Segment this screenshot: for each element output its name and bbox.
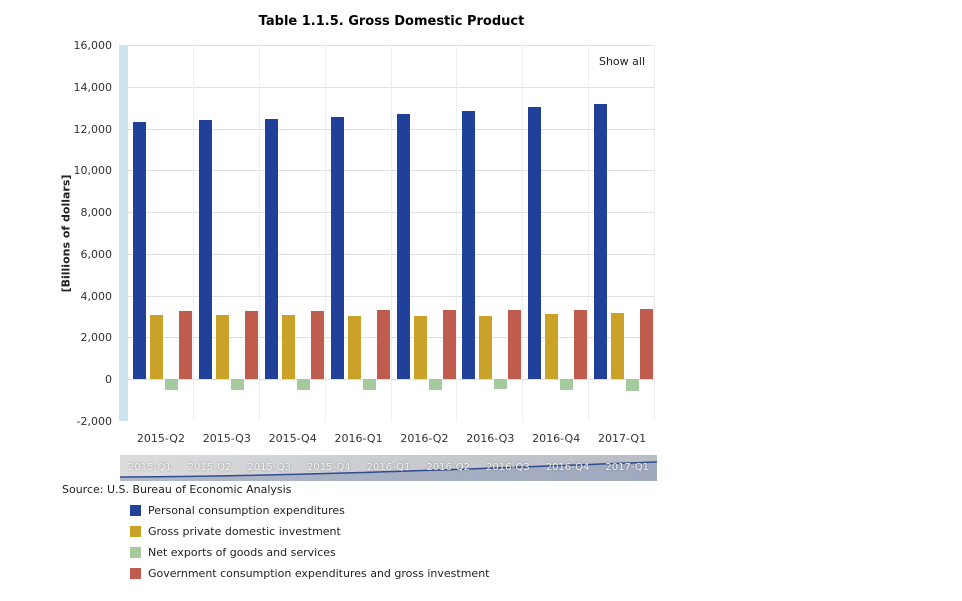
bar-series2-2017-Q1[interactable]: [626, 379, 640, 392]
gridline-vertical: [654, 45, 655, 421]
bar-series2-2016-Q1[interactable]: [362, 379, 376, 390]
navigator-label: 2017-Q1: [605, 462, 650, 473]
navigator-labels: 2015-Q1 2015-Q2 2015-Q3 2015-Q4 2016-Q1 2016-…: [120, 455, 657, 481]
gridline: [128, 253, 655, 255]
legend: Personal consumption expenditures Gross p…: [130, 500, 489, 584]
plot-area: Show all: [128, 45, 655, 421]
gridline: [128, 128, 655, 130]
navigator-label: 2015-Q4: [307, 462, 351, 473]
bar-series1-2017-Q1[interactable]: [611, 313, 625, 380]
legend-swatch: [130, 526, 141, 537]
legend-item-3[interactable]: Government consumption expenditures and …: [130, 563, 489, 584]
x-tick-label: 2015-Q3: [202, 432, 251, 445]
gridline: [128, 337, 655, 339]
legend-swatch: [130, 568, 141, 579]
y-tick-label: 12,000: [73, 122, 113, 136]
x-tick-label: 2016-Q3: [466, 432, 515, 445]
bar-series3-2016-Q1[interactable]: [376, 310, 390, 380]
bar-series2-2015-Q2[interactable]: [165, 379, 178, 390]
gridline: [128, 379, 655, 381]
legend-swatch: [130, 547, 141, 558]
y-tick-label: 6,000: [80, 247, 113, 261]
show-all-button[interactable]: Show all: [598, 55, 645, 68]
legend-label: Gross private domestic investment: [148, 525, 341, 538]
gridline: [128, 295, 655, 297]
bar-series3-2017-Q1[interactable]: [640, 309, 654, 380]
bar-series1-2015-Q3[interactable]: [215, 314, 229, 380]
y-tick-label: 14,000: [73, 80, 113, 94]
bar-series1-2016-Q2[interactable]: [413, 316, 427, 380]
x-tick-label: 2016-Q2: [400, 432, 449, 445]
navigator-label: 2016-Q1: [366, 462, 411, 473]
y-axis-line: [119, 45, 129, 421]
x-tick-label: 2017-Q1: [598, 432, 647, 445]
bar-series2-2016-Q2[interactable]: [428, 379, 442, 390]
navigator-label: 2016-Q4: [545, 462, 590, 473]
legend-item-0[interactable]: Personal consumption expenditures: [130, 500, 489, 521]
bar-series2-2016-Q3[interactable]: [494, 379, 508, 390]
gridline: [128, 170, 655, 172]
gridline-vertical: [324, 45, 326, 421]
bar-series1-2015-Q4[interactable]: [281, 315, 295, 380]
navigator-area-chart: [120, 461, 657, 481]
legend-label: Personal consumption expenditures: [148, 504, 345, 517]
y-tick-label: 10,000: [73, 164, 113, 178]
range-navigator[interactable]: 2015-Q1 2015-Q2 2015-Q3 2015-Q4 2016-Q1 2016-…: [120, 455, 657, 481]
bar-series0-2015-Q3[interactable]: [198, 120, 212, 380]
legend-item-1[interactable]: Gross private domestic investment: [130, 521, 489, 542]
navigator-label: 2015-Q1: [128, 462, 172, 473]
x-tick-label: 2016-Q1: [334, 432, 383, 445]
x-tick-label: 2015-Q4: [268, 432, 317, 445]
source-note: Source: U.S. Bureau of Economic Analysis: [62, 483, 292, 496]
bar-series3-2016-Q4[interactable]: [574, 309, 588, 380]
bar-series3-2016-Q3[interactable]: [508, 309, 522, 380]
gridline: [128, 45, 655, 46]
bar-series1-2016-Q3[interactable]: [479, 315, 493, 380]
bar-series3-2015-Q4[interactable]: [310, 310, 324, 380]
navigator-label: 2016-Q2: [426, 462, 471, 473]
navigator-label: 2016-Q3: [486, 462, 530, 473]
x-tick-label: 2015-Q2: [136, 432, 185, 445]
bar-series1-2016-Q1[interactable]: [347, 315, 361, 380]
y-tick-label: 8,000: [80, 206, 113, 220]
legend-label: Government consumption expenditures and …: [148, 567, 490, 580]
chart-title: Table 1.1.5. Gross Domestic Product: [258, 14, 525, 29]
bar-series3-2015-Q2[interactable]: [179, 311, 192, 380]
bar-series0-2016-Q2[interactable]: [396, 113, 410, 380]
bar-series1-2015-Q2[interactable]: [150, 315, 163, 380]
x-tick-label: 2016-Q4: [532, 432, 581, 445]
gridline-vertical: [588, 45, 590, 421]
bar-series0-2015-Q2[interactable]: [133, 122, 146, 380]
navigator-label: 2015-Q3: [247, 462, 292, 473]
bar-series3-2015-Q3[interactable]: [244, 310, 258, 380]
y-tick-label: -2,000: [76, 415, 112, 428]
bar-series0-2017-Q1[interactable]: [594, 104, 608, 380]
y-tick-label: 4,000: [80, 289, 113, 303]
gridline-vertical: [456, 45, 458, 421]
navigator-label: 2015-Q2: [187, 462, 232, 473]
gridline-vertical: [258, 45, 260, 421]
bar-series0-2016-Q4[interactable]: [528, 107, 542, 380]
gridline: [128, 86, 655, 88]
bar-series0-2016-Q3[interactable]: [462, 111, 476, 380]
bar-series1-2016-Q4[interactable]: [545, 314, 559, 380]
y-tick-label: 16,000: [73, 39, 113, 52]
y-tick-label: 0: [105, 373, 112, 387]
legend-swatch: [130, 505, 141, 516]
legend-item-2[interactable]: Net exports of goods and services: [130, 542, 489, 563]
bar-series2-2016-Q4[interactable]: [560, 379, 574, 391]
y-axis: 16,000 14,000 12,000 10,000 8,000 6,000 4,000 2…: [0, 0, 113, 601]
gridline-vertical: [192, 45, 194, 421]
bar-series2-2015-Q3[interactable]: [230, 379, 244, 391]
gridline: [128, 212, 655, 214]
bar-series0-2016-Q1[interactable]: [330, 117, 344, 380]
gridline-vertical: [522, 45, 524, 421]
bar-series0-2015-Q4[interactable]: [264, 119, 278, 380]
bar-series3-2016-Q2[interactable]: [442, 310, 456, 380]
bar-series2-2015-Q4[interactable]: [296, 379, 310, 391]
y-tick-label: 2,000: [80, 331, 113, 345]
legend-label: Net exports of goods and services: [148, 546, 336, 559]
gridline-vertical: [390, 45, 392, 421]
